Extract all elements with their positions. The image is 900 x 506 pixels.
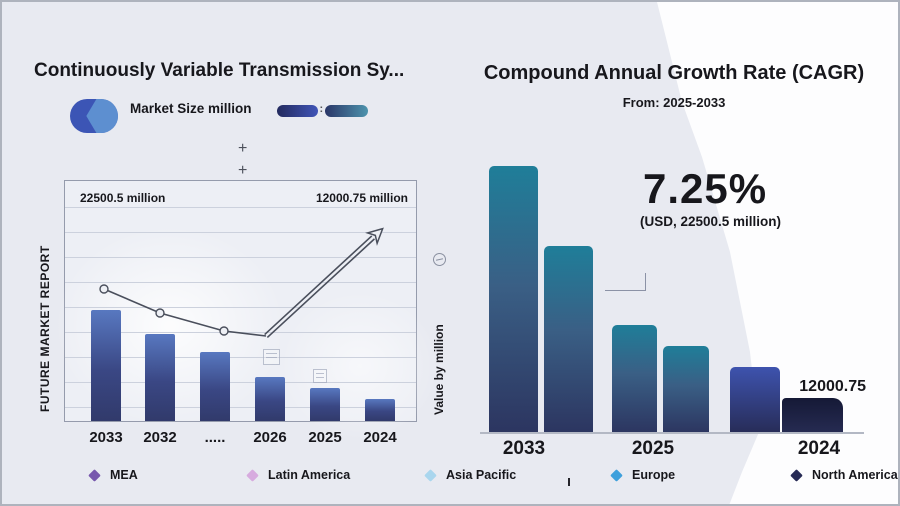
trend-line-arrow (99, 227, 384, 339)
cagr-x-axis-label: 2025 (631, 438, 675, 459)
ghost-clipboard-icon (313, 369, 327, 383)
cagr-bar (663, 346, 709, 433)
legend-item: Europe (610, 468, 676, 482)
bar-data-label: 12000.75 (799, 378, 866, 395)
x-axis-baseline (480, 432, 864, 434)
annotation-end-value: 12000.75 million (315, 191, 408, 205)
gridline (65, 232, 416, 233)
x-axis-label: 2025 (308, 429, 342, 446)
gridline (65, 257, 416, 258)
cagr-bar (489, 166, 538, 433)
legend-item: North America (790, 468, 898, 482)
legend-pill-blue (277, 105, 318, 117)
legend-diamond-icon (790, 468, 803, 482)
x-axis-label: 2024 (363, 429, 397, 446)
market-size-bar (310, 388, 340, 421)
cagr-x-axis-label: 2024 (797, 438, 841, 459)
legend-pill-teal (325, 105, 368, 117)
market-size-chart: 22500.5 million 12000.75 million (55, 180, 440, 441)
cagr-bar (730, 367, 780, 433)
x-axis-label: 2033 (89, 429, 123, 446)
market-size-legend-label: Market Size million (130, 101, 252, 116)
legend-diamond-icon (88, 468, 101, 482)
gridline (65, 282, 416, 283)
x-axis-label: 2032 (143, 429, 177, 446)
market-size-bar (255, 377, 285, 421)
annotation-start-value: 22500.5 million (80, 191, 166, 205)
minus-circle-icon (431, 251, 448, 268)
legend-item: Latin America (246, 468, 351, 482)
gridline (65, 207, 416, 208)
legend-item: MEA (88, 468, 138, 482)
chevron-icon (86, 99, 118, 133)
right-chart-title: Compound Annual Growth Rate (CAGR) (483, 62, 865, 84)
corner-bracket (605, 273, 646, 291)
legend-item-label: Asia Pacific (446, 468, 517, 482)
cagr-detail: (USD, 22500.5 million) (640, 214, 782, 229)
x-axis-label: 2026 (253, 429, 287, 446)
legend-item-label: Europe (632, 468, 676, 482)
x-axis-label: ..... (204, 429, 226, 446)
gridline (65, 357, 416, 358)
cagr-bar (782, 398, 843, 433)
legend-item-label: North America (812, 468, 898, 482)
plus-icon: + (238, 162, 248, 179)
market-size-icon (70, 99, 118, 133)
plus-icon: + (238, 140, 248, 157)
market-size-bar (91, 310, 121, 421)
legend-diamond-icon (246, 468, 259, 482)
legend-diamond-icon (424, 468, 437, 482)
market-size-bar (200, 352, 230, 421)
legend-item: Asia Pacific (424, 468, 517, 482)
gridline (65, 382, 416, 383)
left-chart-title: Continuously Variable Transmission Sy... (34, 60, 405, 81)
pill-separator: : (319, 103, 324, 115)
market-size-bar (365, 399, 395, 421)
cagr-bar (544, 246, 593, 433)
y-axis-label-right: Value by million (432, 324, 446, 415)
y-axis-label-left: FUTURE MARKET REPORT (38, 245, 52, 412)
cagr-x-axis-label: 2033 (502, 438, 546, 459)
cagr-value: 7.25% (643, 165, 768, 212)
legend-item-label: Latin America (268, 468, 351, 482)
legend-diamond-icon (610, 468, 623, 482)
right-chart-subtitle: From: 2025-2033 (622, 95, 726, 110)
tick-mark (568, 478, 570, 486)
market-size-bar (145, 334, 175, 421)
cagr-bar (612, 325, 657, 433)
ghost-clipboard-icon (263, 349, 280, 365)
legend-item-label: MEA (110, 468, 138, 482)
gridline (65, 407, 416, 408)
gridline (65, 307, 416, 308)
